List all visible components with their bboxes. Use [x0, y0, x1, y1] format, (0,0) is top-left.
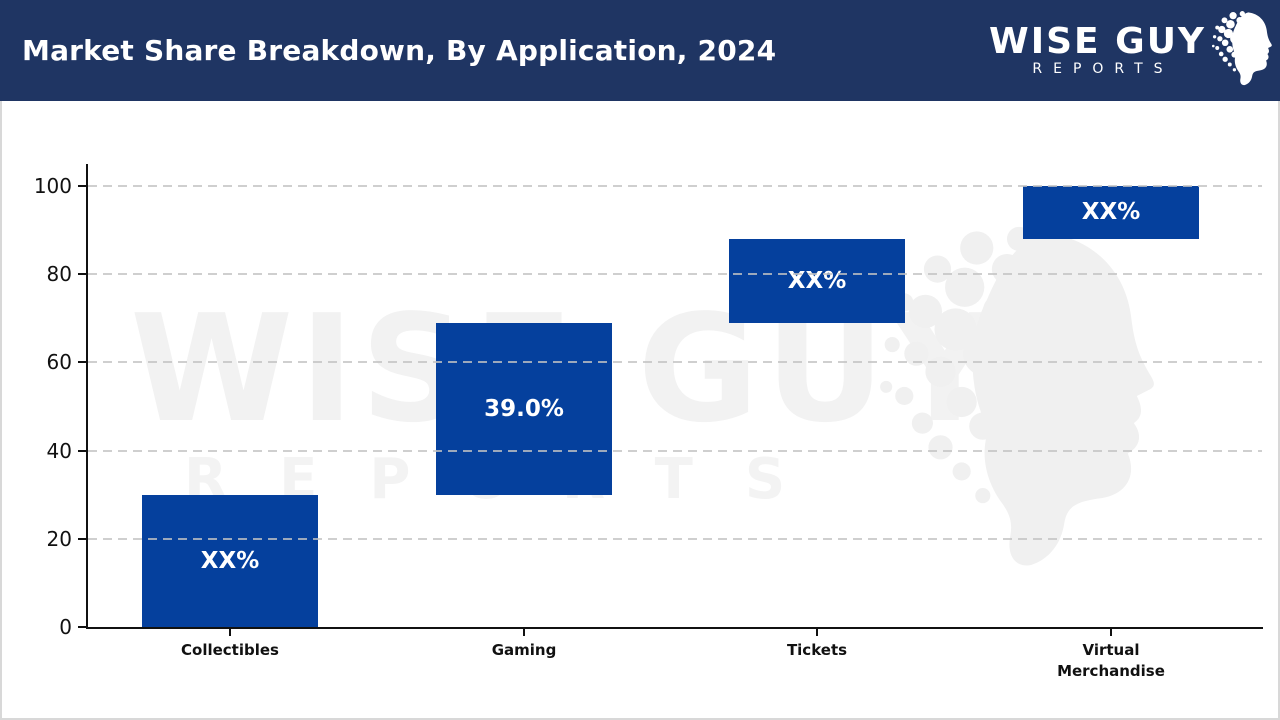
bar-collectibles: XX% — [142, 494, 318, 627]
y-tick-label-80: 80 — [46, 262, 72, 287]
y-tick-80 — [78, 273, 86, 276]
gridline-20 — [88, 537, 1262, 540]
bar-value-label-collectibles: XX% — [200, 547, 260, 574]
brand-name: WISE GUY — [988, 20, 1206, 62]
bar-value-label-tickets: XX% — [787, 267, 847, 294]
bar-virtual-merchandise: XX% — [1023, 186, 1199, 239]
y-tick-label-20: 20 — [46, 526, 72, 551]
page-title: Market Share Breakdown, By Application, … — [22, 34, 777, 67]
y-tick-20 — [78, 537, 86, 540]
gridline-40 — [88, 449, 1262, 452]
brand-subtitle: REPORTS — [1032, 61, 1174, 78]
header-bar: Market Share Breakdown, By Application, … — [0, 0, 1280, 101]
brand-logo: WISE GUY REPORTS — [989, 2, 1274, 98]
y-tick-100 — [78, 185, 86, 187]
y-tick-label-60: 60 — [46, 350, 72, 375]
x-axis — [86, 627, 1263, 629]
x-tick-tickets — [816, 629, 818, 636]
y-tick-60 — [78, 361, 86, 364]
bar-tickets: XX% — [729, 238, 905, 323]
x-tick-collectibles — [229, 629, 231, 636]
y-tick-0 — [78, 626, 86, 628]
bar-gaming: 39.0% — [436, 322, 612, 495]
x-tick-virtual-merchandise — [1110, 629, 1112, 636]
gridline-100 — [88, 185, 1262, 187]
bar-value-label-gaming: 39.0% — [484, 395, 564, 422]
x-label-virtual-merchandise: Virtual Merchandise — [1057, 641, 1165, 680]
y-tick-label-0: 0 — [59, 615, 72, 639]
x-tick-gaming — [523, 629, 525, 636]
x-label-collectibles: Collectibles — [181, 641, 279, 659]
gridline-60 — [88, 361, 1262, 364]
brand-text: WISE GUY REPORTS — [988, 20, 1206, 78]
wise-guy-head-icon — [1211, 11, 1272, 86]
y-tick-40 — [78, 449, 86, 452]
watermark-head-icon — [880, 226, 1154, 566]
y-axis — [86, 164, 88, 628]
y-tick-label-40: 40 — [46, 438, 72, 463]
x-label-tickets: Tickets — [786, 641, 848, 659]
bar-value-label-virtual-merchandise: XX% — [1081, 199, 1141, 226]
gridline-80 — [88, 273, 1262, 276]
y-tick-label-100: 100 — [33, 174, 72, 198]
x-label-gaming: Gaming — [491, 641, 557, 659]
